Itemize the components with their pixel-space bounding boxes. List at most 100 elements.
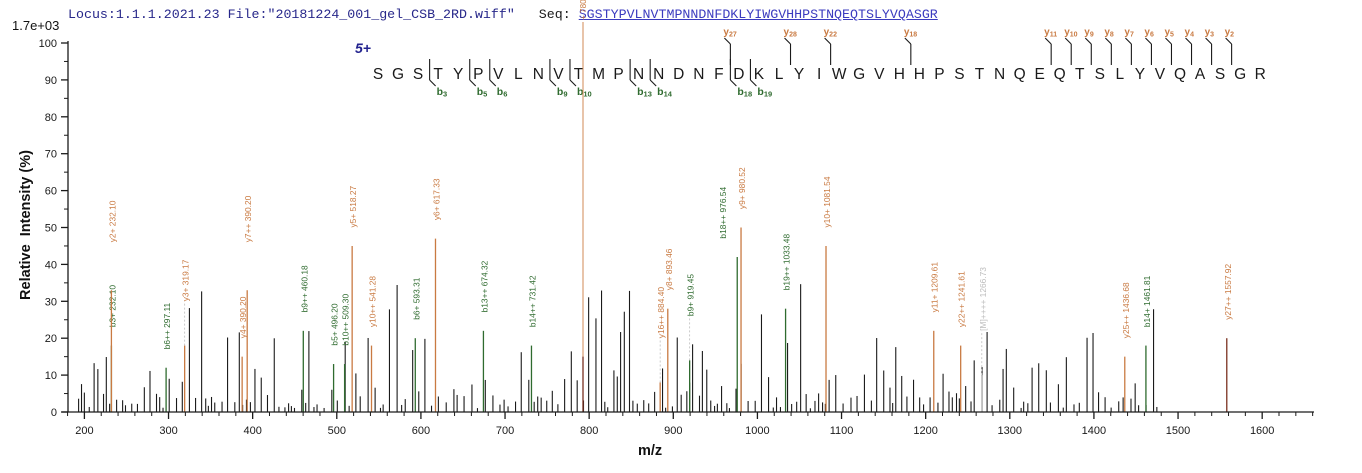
svg-text:D: D — [673, 66, 684, 83]
svg-text:A: A — [1195, 66, 1206, 83]
svg-text:y2+ 232.10: y2+ 232.10 — [107, 200, 117, 242]
svg-text:S: S — [954, 66, 964, 83]
svg-text:Y: Y — [453, 66, 463, 83]
svg-text:40: 40 — [45, 259, 57, 271]
svg-text:V: V — [874, 66, 885, 83]
svg-text:G: G — [392, 66, 404, 83]
svg-text:W: W — [832, 66, 847, 83]
svg-text:+ 780.4: + 780.4 — [579, 0, 588, 20]
svg-text:y3+ 319.17: y3+ 319.17 — [181, 259, 191, 301]
svg-text:Q: Q — [1054, 66, 1066, 83]
svg-text:D: D — [733, 66, 744, 83]
svg-text:b6+ 593.31: b6+ 593.31 — [411, 277, 421, 319]
svg-text:800: 800 — [580, 425, 598, 437]
svg-text:y22: y22 — [824, 27, 837, 39]
svg-text:y27: y27 — [723, 27, 736, 39]
svg-text:T: T — [433, 66, 443, 83]
svg-text:L: L — [514, 66, 523, 83]
svg-text:b14++ 731.42: b14++ 731.42 — [527, 275, 537, 327]
svg-text:y16++ 884.40: y16++ 884.40 — [656, 287, 666, 339]
svg-text:y25++ 1436.68: y25++ 1436.68 — [1121, 282, 1131, 338]
svg-text:K: K — [754, 66, 765, 83]
svg-text:Q: Q — [1014, 66, 1026, 83]
svg-text:b3: b3 — [437, 86, 448, 99]
svg-text:b14+ 1461.81: b14+ 1461.81 — [1142, 275, 1152, 327]
svg-text:V: V — [553, 66, 564, 83]
svg-text:V: V — [493, 66, 504, 83]
svg-text:y4: y4 — [1185, 27, 1195, 39]
svg-text:10: 10 — [45, 370, 57, 382]
svg-text:50: 50 — [45, 223, 57, 235]
svg-text:T: T — [975, 66, 985, 83]
svg-text:100: 100 — [39, 38, 57, 50]
svg-text:b14: b14 — [657, 86, 673, 99]
svg-text:90: 90 — [45, 75, 57, 87]
svg-text:R: R — [1255, 66, 1266, 83]
svg-text:y7: y7 — [1124, 27, 1134, 39]
svg-text:b10++ 509.30: b10++ 509.30 — [341, 294, 351, 346]
svg-text:b18: b18 — [737, 86, 752, 99]
svg-text:b10: b10 — [577, 86, 592, 99]
svg-text:30: 30 — [45, 296, 57, 308]
svg-text:b19: b19 — [757, 86, 772, 99]
svg-text:y28: y28 — [784, 27, 797, 39]
svg-text:y6+ 617.33: y6+ 617.33 — [431, 178, 441, 220]
svg-text:V: V — [1155, 66, 1166, 83]
svg-text:y10++ 541.28: y10++ 541.28 — [368, 276, 378, 328]
svg-text:600: 600 — [412, 425, 430, 437]
svg-text:G: G — [853, 66, 865, 83]
svg-text:1100: 1100 — [830, 425, 854, 437]
svg-text:H: H — [894, 66, 905, 83]
svg-text:400: 400 — [243, 425, 261, 437]
svg-text:y6: y6 — [1144, 27, 1154, 39]
svg-text:80: 80 — [45, 112, 57, 124]
svg-text:b3+ 232.10: b3+ 232.10 — [107, 285, 117, 327]
svg-text:y3: y3 — [1205, 27, 1215, 39]
svg-text:y9: y9 — [1084, 27, 1094, 39]
svg-text:70: 70 — [45, 149, 57, 161]
svg-text:60: 60 — [45, 186, 57, 198]
svg-text:T: T — [574, 66, 584, 83]
svg-text:1300: 1300 — [998, 425, 1022, 437]
svg-text:P: P — [613, 66, 623, 83]
svg-text:1600: 1600 — [1250, 425, 1274, 437]
svg-text:T: T — [1075, 66, 1085, 83]
svg-text:y2: y2 — [1225, 27, 1235, 39]
svg-text:b5: b5 — [477, 86, 488, 99]
svg-text:1500: 1500 — [1166, 425, 1190, 437]
svg-text:y5: y5 — [1164, 27, 1174, 39]
svg-text:y5+ 518.27: y5+ 518.27 — [348, 185, 358, 227]
svg-text:1000: 1000 — [745, 425, 769, 437]
svg-text:N: N — [633, 66, 644, 83]
svg-text:b19++ 1033.48: b19++ 1033.48 — [782, 234, 792, 291]
svg-text:b9+ 919.45: b9+ 919.45 — [686, 274, 696, 316]
svg-text:N: N — [994, 66, 1005, 83]
svg-text:N: N — [693, 66, 704, 83]
svg-text:y7++ 390.20: y7++ 390.20 — [243, 195, 253, 242]
svg-text:N: N — [533, 66, 544, 83]
svg-text:b18++ 976.54: b18++ 976.54 — [718, 187, 728, 239]
svg-text:L: L — [1116, 66, 1125, 83]
svg-text:P: P — [934, 66, 944, 83]
svg-text:b5+ 496.20: b5+ 496.20 — [330, 303, 340, 345]
svg-text:500: 500 — [328, 425, 346, 437]
svg-text:Y: Y — [794, 66, 804, 83]
svg-text:b9++ 460.18: b9++ 460.18 — [299, 265, 309, 312]
svg-text:y22++ 1241.61: y22++ 1241.61 — [957, 271, 967, 327]
svg-text:N: N — [653, 66, 664, 83]
svg-text:b13: b13 — [637, 86, 652, 99]
svg-text:L: L — [775, 66, 784, 83]
svg-text:F: F — [714, 66, 723, 83]
svg-text:b9: b9 — [557, 86, 568, 99]
svg-text:20: 20 — [45, 333, 57, 345]
svg-text:S: S — [1095, 66, 1105, 83]
svg-text:200: 200 — [75, 425, 93, 437]
svg-text:S: S — [373, 66, 383, 83]
svg-text:I: I — [817, 66, 821, 83]
svg-text:b6++ 297.11: b6++ 297.11 — [162, 303, 172, 350]
svg-text:M: M — [592, 66, 605, 83]
svg-text:H: H — [914, 66, 925, 83]
svg-text:y11+ 1209.61: y11+ 1209.61 — [930, 262, 940, 313]
svg-text:b13++ 674.32: b13++ 674.32 — [479, 260, 489, 312]
svg-text:G: G — [1234, 66, 1246, 83]
